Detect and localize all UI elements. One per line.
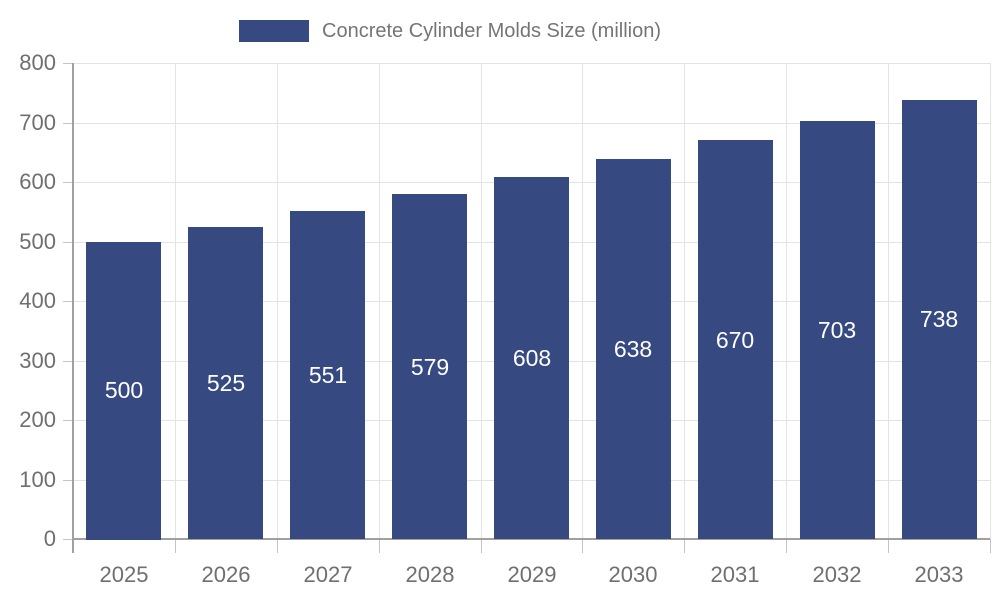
y-axis-tick-label: 700 (19, 110, 56, 135)
x-axis-tick-label: 2030 (608, 562, 658, 587)
bar[interactable] (902, 100, 977, 539)
x-axis-tick (481, 539, 482, 553)
v-gridline (990, 63, 991, 539)
y-axis-tick (63, 420, 73, 421)
x-axis-tick (786, 539, 787, 553)
x-axis-tick (684, 539, 685, 553)
y-axis-tick-label: 400 (19, 288, 56, 313)
x-axis-tick (379, 539, 380, 553)
bar[interactable] (392, 194, 467, 539)
x-axis-tick (175, 539, 176, 553)
v-gridline (582, 63, 583, 539)
y-axis-tick-label: 0 (43, 526, 56, 551)
bar[interactable] (596, 159, 671, 539)
y-axis-line (72, 63, 74, 553)
x-axis-tick (990, 539, 991, 553)
v-gridline (481, 63, 482, 539)
y-axis-tick (63, 539, 73, 540)
y-axis-tick-label: 500 (19, 229, 56, 254)
y-axis-tick (63, 301, 73, 302)
x-axis-tick-label: 2031 (710, 562, 760, 587)
x-axis-tick-label: 2032 (812, 562, 862, 587)
x-axis-tick-label: 2025 (99, 562, 149, 587)
bar[interactable] (86, 242, 161, 540)
v-gridline (684, 63, 685, 539)
y-axis-tick-label: 800 (19, 50, 56, 75)
v-gridline (786, 63, 787, 539)
x-axis-tick (582, 539, 583, 553)
legend-swatch (239, 20, 309, 42)
bar[interactable] (494, 177, 569, 539)
h-gridline (73, 63, 990, 64)
bar[interactable] (188, 227, 263, 539)
y-axis-tick (63, 123, 73, 124)
y-axis-tick (63, 361, 73, 362)
v-gridline (888, 63, 889, 539)
v-gridline (379, 63, 380, 539)
y-axis-tick (63, 63, 73, 64)
x-axis-tick-label: 2028 (405, 562, 455, 587)
y-axis-tick-label: 300 (19, 348, 56, 373)
y-axis-tick-label: 100 (19, 467, 56, 492)
bar[interactable] (290, 211, 365, 539)
x-axis-tick-label: 2026 (201, 562, 251, 587)
h-gridline (73, 123, 990, 124)
y-axis-tick (63, 242, 73, 243)
x-axis-tick-label: 2029 (507, 562, 557, 587)
x-axis-tick-label: 2033 (914, 562, 964, 587)
x-axis-tick-label: 2027 (303, 562, 353, 587)
v-gridline (175, 63, 176, 539)
legend[interactable]: Concrete Cylinder Molds Size (million) (239, 19, 661, 43)
y-axis-tick-label: 200 (19, 407, 56, 432)
bar[interactable] (698, 140, 773, 539)
legend-label: Concrete Cylinder Molds Size (million) (322, 20, 661, 42)
y-axis-tick (63, 480, 73, 481)
y-axis-tick (63, 182, 73, 183)
v-gridline (277, 63, 278, 539)
x-axis-tick (888, 539, 889, 553)
x-axis-tick (73, 539, 74, 553)
bar[interactable] (800, 121, 875, 539)
y-axis-tick-label: 600 (19, 169, 56, 194)
x-axis-tick (277, 539, 278, 553)
